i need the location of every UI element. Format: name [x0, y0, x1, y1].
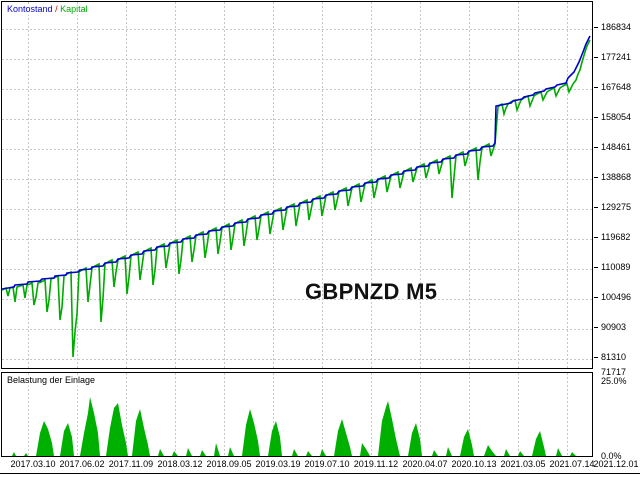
x-tick-label: 2021.12.01 [593, 459, 639, 469]
y-tick-label: 177241 [601, 52, 632, 62]
x-tick-label: 2020.04.07 [402, 459, 448, 469]
x-tick-label: 2018.09.05 [206, 459, 252, 469]
y-tick-label: 90903 [601, 322, 627, 332]
symbol-watermark: GBPNZD M5 [305, 279, 438, 304]
x-tick-label: 2021.07.14 [549, 459, 595, 469]
y-tick-label: 167648 [601, 82, 632, 92]
x-tick-label: 2017.06.02 [59, 459, 105, 469]
y-tick-label: 100496 [601, 292, 632, 302]
drawdown-chart-panel: Belastung der Einlage [1, 372, 593, 457]
y-tick-label: 186834 [601, 22, 632, 32]
x-tick-label: 2019.03.19 [255, 459, 301, 469]
x-tick-label: 2019.07.10 [304, 459, 350, 469]
equity-chart-panel: Kontostand / Kapital GBPNZD M5 [1, 1, 593, 369]
y-axis: 186834 177241 167648 158054 148461 13886… [594, 0, 640, 480]
chart-legend: Kontostand / Kapital [5, 4, 90, 15]
drawdown-area [2, 397, 592, 456]
equity-curves [2, 35, 591, 358]
x-tick-label: 2017.11.09 [108, 459, 154, 469]
y-tick-label: 129275 [601, 202, 632, 212]
legend-separator: / [55, 4, 58, 14]
legend-equity-label: Kapital [60, 4, 88, 14]
drawdown-top-label: 25.0% [601, 376, 627, 386]
y-tick-label: 71717 [601, 367, 627, 377]
y-tick-label: 81310 [601, 352, 627, 362]
equity-gridlines [2, 2, 592, 368]
y-tick-label: 148461 [601, 142, 632, 152]
y-tick-label: 158054 [601, 112, 632, 122]
x-tick-label: 2021.03.05 [500, 459, 546, 469]
legend-balance-label: Kontostand [7, 4, 53, 14]
balance-line [2, 35, 591, 290]
x-axis: 2017.03.10 2017.06.02 2017.11.09 2018.03… [0, 459, 638, 473]
x-tick-label: 2019.11.12 [353, 459, 399, 469]
bottom-divider [0, 473, 640, 474]
y-tick-label: 119682 [601, 232, 631, 242]
x-tick-label: 2018.03.12 [157, 459, 203, 469]
drawdown-fill [2, 397, 592, 456]
drawdown-panel-title: Belastung der Einlage [5, 375, 98, 386]
y-tick-label: 138868 [601, 172, 632, 182]
x-tick-label: 2017.03.10 [10, 459, 56, 469]
drawdown-gridlines [28, 373, 568, 456]
x-tick-label: 2020.10.13 [451, 459, 497, 469]
y-tick-label: 110089 [601, 262, 631, 272]
equity-line [2, 39, 591, 358]
drawdown-bottom-label: 0.0% [601, 451, 622, 461]
